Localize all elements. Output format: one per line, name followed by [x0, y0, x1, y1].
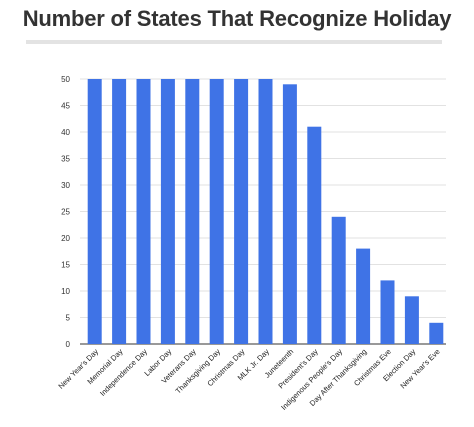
- y-tick-label: 5: [66, 314, 71, 323]
- title-divider: [26, 40, 442, 44]
- bar: [307, 126, 322, 344]
- bar: [160, 79, 175, 344]
- y-tick-label: 35: [61, 155, 70, 164]
- bar: [404, 296, 419, 344]
- bar: [356, 248, 371, 344]
- chart-title: Number of States That Recognize Holiday: [22, 6, 452, 31]
- y-tick-label: 30: [61, 181, 70, 190]
- y-tick-label: 0: [66, 340, 71, 349]
- y-tick-label: 50: [61, 75, 70, 84]
- y-axis-ticks: 0 5 10 15 20 25 30 35 40 45 50: [61, 75, 70, 349]
- y-tick-label: 45: [61, 102, 70, 111]
- bar: [234, 79, 249, 344]
- bar: [87, 79, 102, 344]
- bar: [258, 79, 273, 344]
- bar: [185, 79, 200, 344]
- y-tick-label: 20: [61, 234, 70, 243]
- bar: [136, 79, 151, 344]
- y-tick-label: 15: [61, 261, 70, 270]
- y-tick-label: 10: [61, 287, 70, 296]
- bars: [87, 79, 444, 345]
- bar: [331, 216, 346, 344]
- bar: [209, 79, 224, 344]
- y-tick-label: 40: [61, 128, 70, 137]
- y-tick-label: 25: [61, 208, 70, 217]
- bar: [282, 84, 297, 345]
- bar: [380, 280, 395, 344]
- bar: [429, 322, 444, 344]
- x-tick-label: Independence Day: [98, 347, 149, 398]
- bar: [112, 79, 127, 344]
